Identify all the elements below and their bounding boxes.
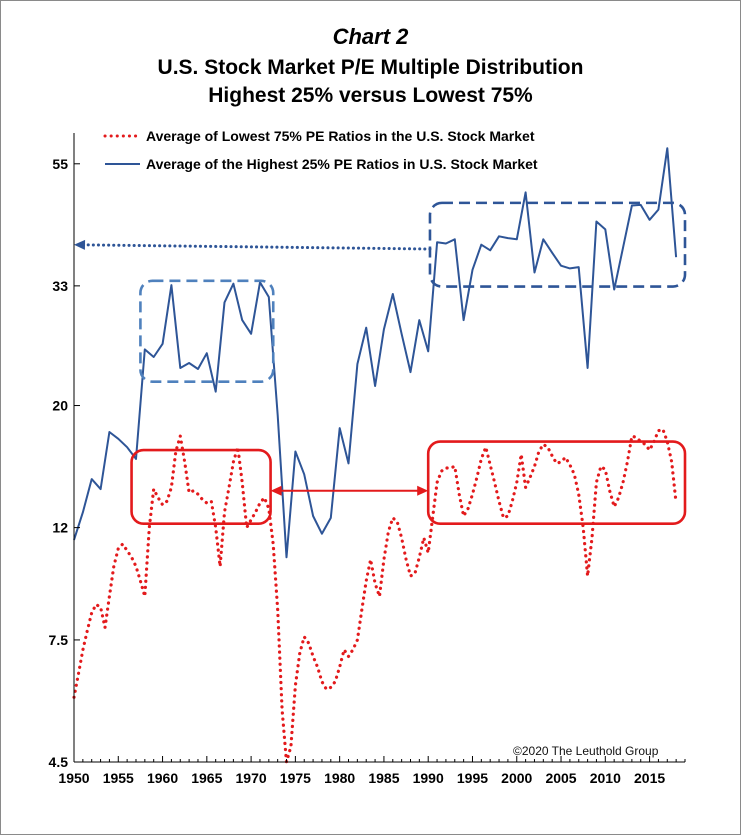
- x-tick-label: 1950: [58, 770, 89, 786]
- x-tick-label: 1960: [147, 770, 178, 786]
- x-tick-label: 1985: [368, 770, 399, 786]
- chart-subtitle-2: Highest 25% versus Lowest 75%: [208, 84, 533, 107]
- series-line-lowest-75: [72, 427, 678, 764]
- x-tick-label: 1975: [280, 770, 311, 786]
- chart-subtitle: U.S. Stock Market P/E Multiple Distribut…: [157, 56, 584, 79]
- range-box-high-1958-1972: [139, 279, 275, 383]
- x-tick-label: 1955: [103, 770, 134, 786]
- x-tick-label: 2005: [545, 770, 576, 786]
- legend-label-low: Average of Lowest 75% PE Ratios in the U…: [146, 128, 535, 144]
- range-box-high-1991-2018: [428, 201, 687, 288]
- x-tick-label: 1970: [236, 770, 267, 786]
- series-line-highest-25: [73, 147, 678, 559]
- title-block: Chart 2 U.S. Stock Market P/E Multiple D…: [0, 22, 741, 110]
- plot-area: [72, 147, 687, 764]
- axes: 4.5 7.5 12 20 33 55 1950 1955 1960 1965 1970 1975 19…: [49, 133, 686, 786]
- arrow-low-comparison-head-end: [417, 485, 429, 496]
- arrow-low-comparison-head-start: [270, 485, 282, 496]
- arrow-high-to-axis-head-end: [74, 239, 86, 250]
- range-box-low-1958-1972: [130, 448, 272, 525]
- legend: Average of Lowest 75% PE Ratios in the U…: [103, 128, 538, 172]
- y-tick-label: 33: [52, 278, 68, 294]
- y-tick-label: 12: [52, 520, 68, 536]
- chart-title: Chart 2: [332, 24, 409, 49]
- arrow-high-to-axis: [81, 243, 432, 251]
- copyright-annotation: ©2020 The Leuthold Group: [513, 744, 659, 758]
- y-tick-label: 20: [52, 398, 68, 414]
- legend-label-high: Average of the Highest 25% PE Ratios in …: [146, 156, 538, 172]
- x-tick-label: 1965: [191, 770, 222, 786]
- x-tick-label: 1980: [324, 770, 355, 786]
- x-tick-label: 2015: [634, 770, 665, 786]
- x-tick-label: 1990: [413, 770, 444, 786]
- x-tick-label: 2000: [501, 770, 532, 786]
- y-tick-label: 4.5: [49, 754, 69, 770]
- x-tick-label: 1995: [457, 770, 488, 786]
- y-tick-label: 55: [52, 156, 68, 172]
- range-box-low-1991-2018: [426, 440, 687, 525]
- y-tick-label: 7.5: [49, 632, 69, 648]
- x-tick-label: 2010: [590, 770, 621, 786]
